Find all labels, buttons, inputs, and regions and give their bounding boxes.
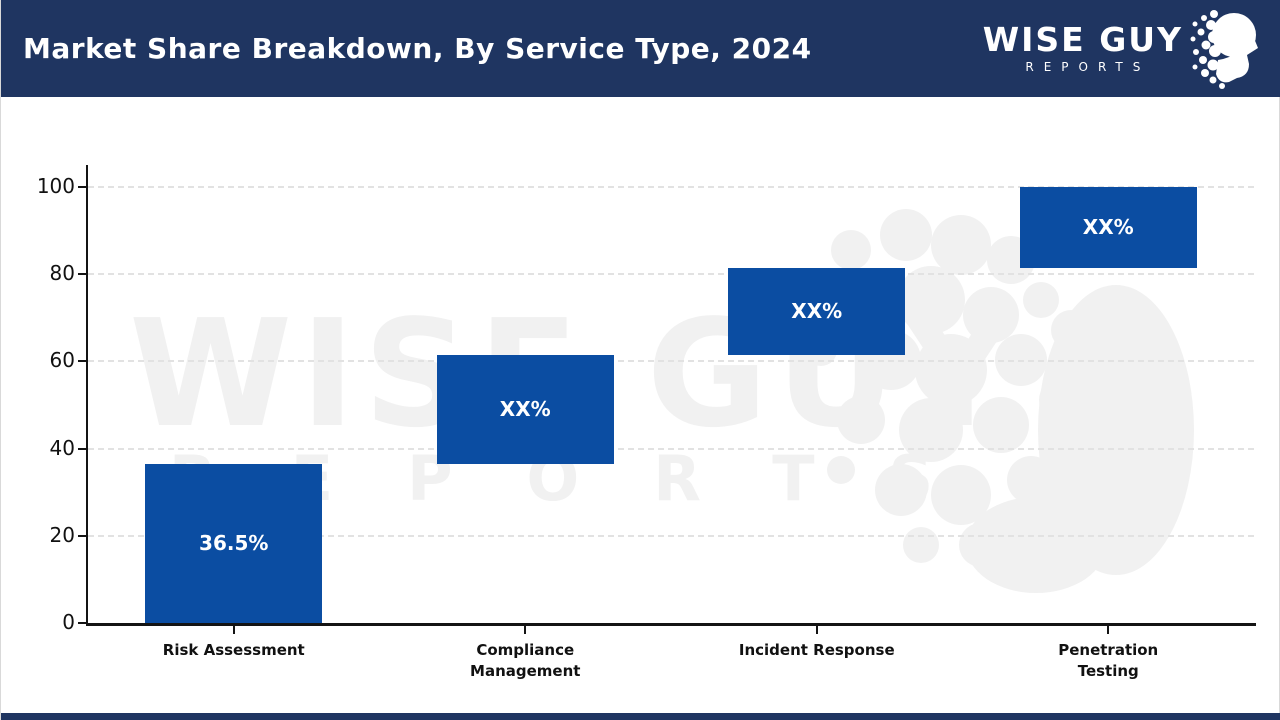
gridline bbox=[88, 360, 1254, 363]
y-tick-label: 100 bbox=[36, 174, 75, 198]
y-tick bbox=[78, 447, 86, 450]
x-axis-label: Incident Response bbox=[672, 640, 962, 661]
x-tick bbox=[232, 626, 235, 634]
gridline bbox=[88, 186, 1254, 188]
y-tick-label: 80 bbox=[49, 261, 75, 286]
x-tick bbox=[524, 626, 527, 634]
y-tick bbox=[78, 273, 86, 276]
wise-guy-reports-logo: WISE GUY REPORTS bbox=[983, 8, 1259, 90]
logo-wordmark: WISE GUY bbox=[982, 19, 1183, 59]
x-axis-label-line: Testing bbox=[1077, 662, 1139, 680]
bar-value-label: XX% bbox=[791, 299, 843, 324]
x-axis-label-line: Incident Response bbox=[738, 641, 895, 659]
x-axis-label: Risk Assessment bbox=[89, 640, 379, 661]
bar-value-label: XX% bbox=[1082, 215, 1134, 240]
x-axis-label-line: Management bbox=[470, 662, 581, 680]
bar: XX% bbox=[436, 354, 614, 464]
x-tick bbox=[1107, 626, 1110, 634]
y-tick bbox=[78, 186, 86, 188]
x-axis-label-line: Compliance bbox=[476, 641, 575, 659]
x-axis-label-line: Penetration bbox=[1058, 641, 1159, 659]
gridline bbox=[88, 534, 1254, 537]
y-tick-label: 40 bbox=[49, 435, 75, 460]
y-tick-label: 0 bbox=[62, 610, 75, 634]
page-title: Market Share Breakdown, By Service Type,… bbox=[23, 32, 812, 65]
x-axis-label: Penetration Testing bbox=[963, 640, 1253, 682]
bar-value-label: XX% bbox=[499, 397, 551, 422]
gridline bbox=[88, 273, 1254, 276]
bar: XX% bbox=[1019, 187, 1197, 268]
y-tick-label: 20 bbox=[49, 522, 75, 547]
y-tick-label: 60 bbox=[49, 348, 75, 373]
logo-head-icon bbox=[1190, 9, 1258, 89]
x-axis-line bbox=[86, 623, 1256, 626]
logo-subtitle: REPORTS bbox=[1025, 59, 1151, 74]
y-tick bbox=[78, 534, 86, 537]
gridline bbox=[88, 447, 1254, 450]
y-tick bbox=[78, 360, 86, 363]
watermark-head-icon bbox=[805, 209, 1194, 593]
y-tick bbox=[78, 622, 86, 624]
bar-value-label: 36.5% bbox=[199, 531, 269, 556]
x-tick bbox=[815, 626, 818, 634]
x-axis-label: Compliance Management bbox=[380, 640, 670, 682]
logo-text: WISE GUY REPORTS bbox=[982, 19, 1183, 75]
x-axis-label-line: Risk Assessment bbox=[162, 641, 305, 659]
bar: 36.5% bbox=[145, 463, 323, 623]
footer-bar bbox=[1, 713, 1280, 720]
header-bar: Market Share Breakdown, By Service Type,… bbox=[1, 0, 1280, 97]
y-axis-line bbox=[86, 165, 88, 626]
bar: XX% bbox=[728, 267, 906, 355]
